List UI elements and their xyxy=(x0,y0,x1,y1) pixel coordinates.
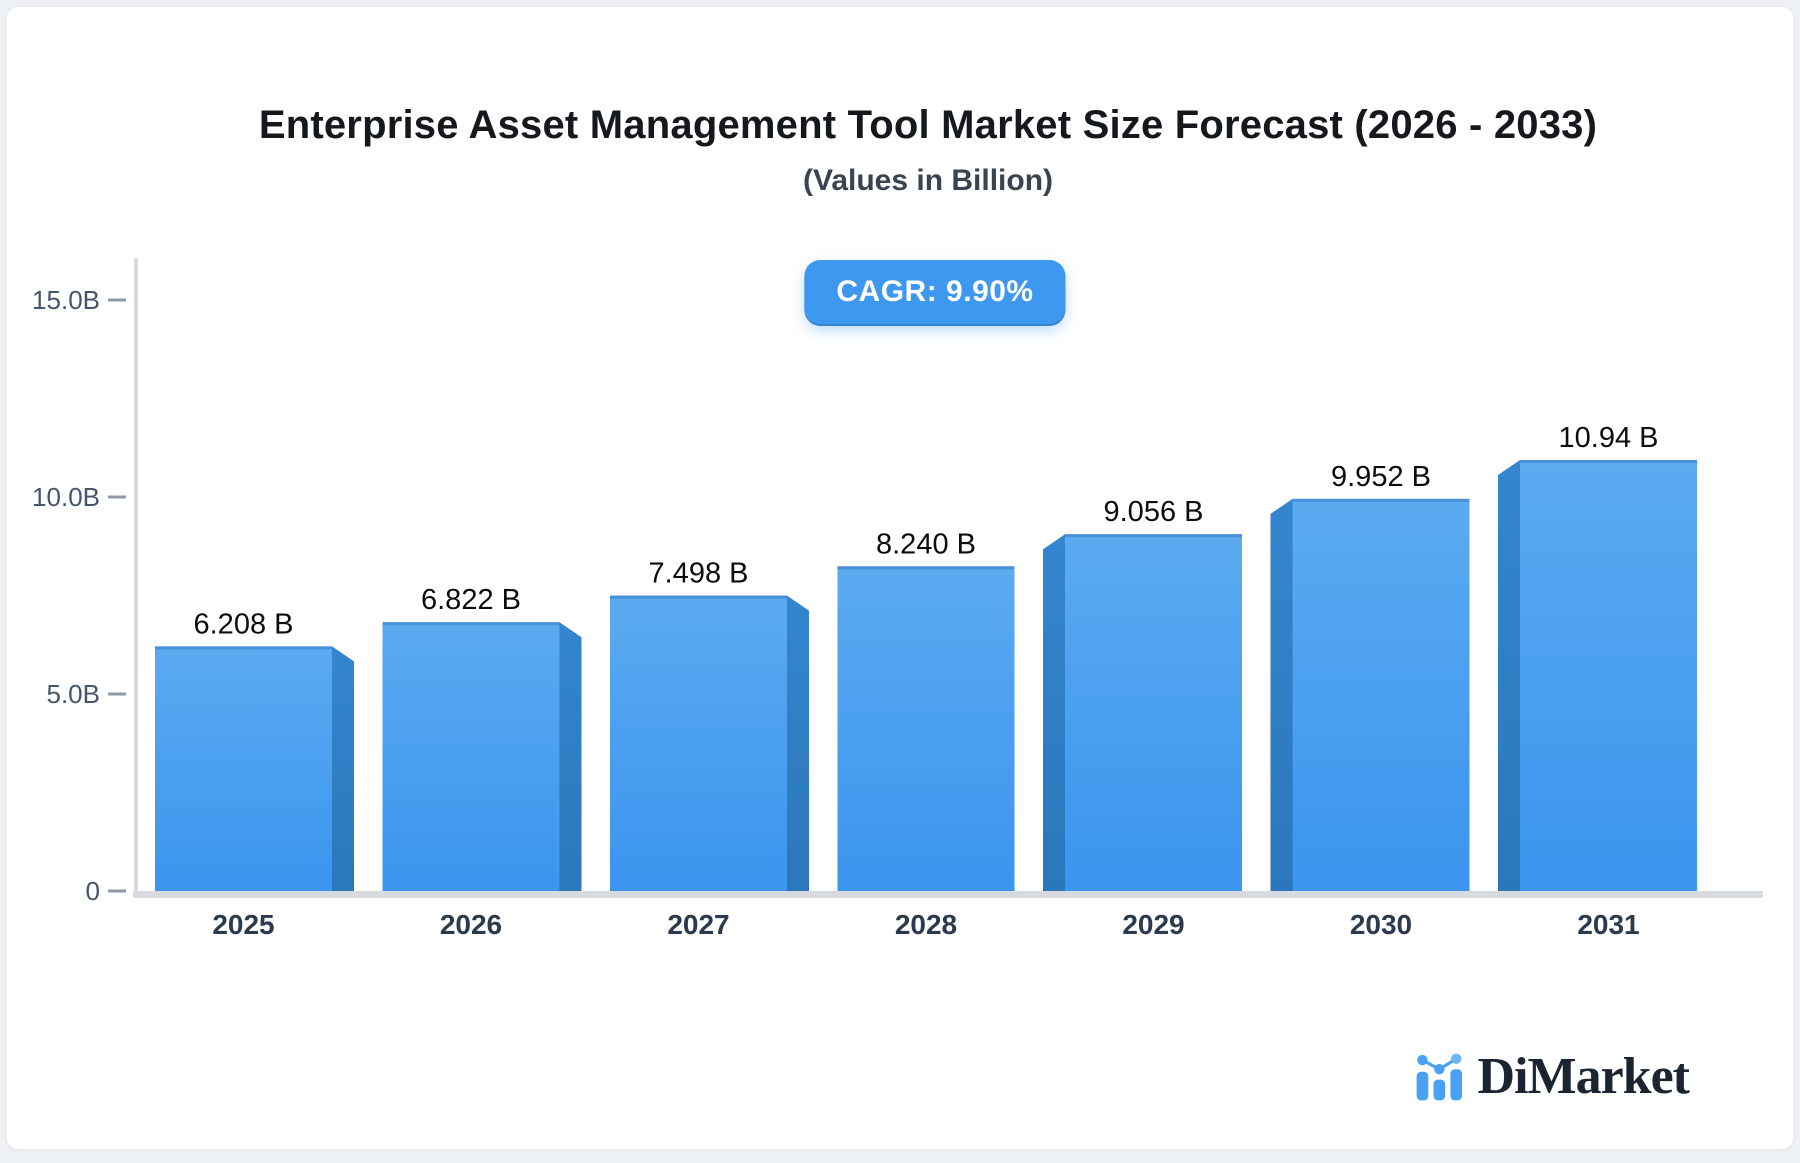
x-axis-year-label: 2030 xyxy=(1350,909,1412,940)
bar-value-label: 6.822 B xyxy=(421,584,521,616)
bar-side-2029 xyxy=(1043,534,1065,891)
x-axis-year-label: 2027 xyxy=(667,909,729,940)
x-axis-year-label: 2031 xyxy=(1577,909,1639,940)
y-tick-label: 10.0B xyxy=(32,482,100,512)
logo-text: DiMarket xyxy=(1478,1047,1689,1106)
bar-side-2027 xyxy=(787,596,809,891)
bar-top-edge-2027 xyxy=(610,596,787,599)
bar-side-2030 xyxy=(1271,499,1293,891)
bar-top-edge-2031 xyxy=(1520,460,1697,463)
x-axis-year-label: 2025 xyxy=(212,909,274,940)
bar-2025 xyxy=(155,646,332,891)
bar-top-edge-2028 xyxy=(838,566,1015,569)
bar-side-2031 xyxy=(1498,460,1520,891)
bar-2027 xyxy=(610,596,787,891)
bar-value-label: 9.952 B xyxy=(1331,461,1431,493)
dimarket-logo: DiMarket xyxy=(1414,1047,1689,1106)
bar-2030 xyxy=(1293,499,1470,891)
bar-side-2026 xyxy=(560,622,582,891)
bar-value-label: 7.498 B xyxy=(649,558,749,590)
x-axis-year-label: 2028 xyxy=(895,909,957,940)
y-tick-label: 15.0B xyxy=(32,285,100,315)
bar-top-edge-2025 xyxy=(155,646,332,649)
x-axis-line xyxy=(133,891,1763,898)
bar-top-edge-2026 xyxy=(383,622,560,625)
bar-value-label: 9.056 B xyxy=(1104,496,1204,528)
bar-2026 xyxy=(383,622,560,891)
bar-value-label: 8.240 B xyxy=(876,528,976,560)
bar-top-edge-2029 xyxy=(1065,534,1242,537)
bar-value-label: 10.94 B xyxy=(1559,422,1659,454)
y-tick-label: 0 xyxy=(86,876,100,906)
x-axis-year-label: 2029 xyxy=(1122,909,1184,940)
x-axis-year-label: 2026 xyxy=(440,909,502,940)
bar-2031 xyxy=(1520,460,1697,891)
y-axis-line xyxy=(134,258,138,891)
chart-card: Enterprise Asset Management Tool Market … xyxy=(6,6,1794,1150)
bar-chart-icon xyxy=(1414,1051,1466,1103)
bar-2029 xyxy=(1065,534,1242,891)
bar-top-edge-2030 xyxy=(1293,499,1470,502)
bar-value-label: 6.208 B xyxy=(194,608,294,640)
y-tick-label: 5.0B xyxy=(47,679,101,709)
bar-2028 xyxy=(838,566,1015,891)
bar-side-2025 xyxy=(332,646,354,891)
bar-chart-plot: 15.0B 10.0B 5.0B 0 6.208 B 2025 6.822 B 2026 7.4… xyxy=(7,7,1800,1163)
